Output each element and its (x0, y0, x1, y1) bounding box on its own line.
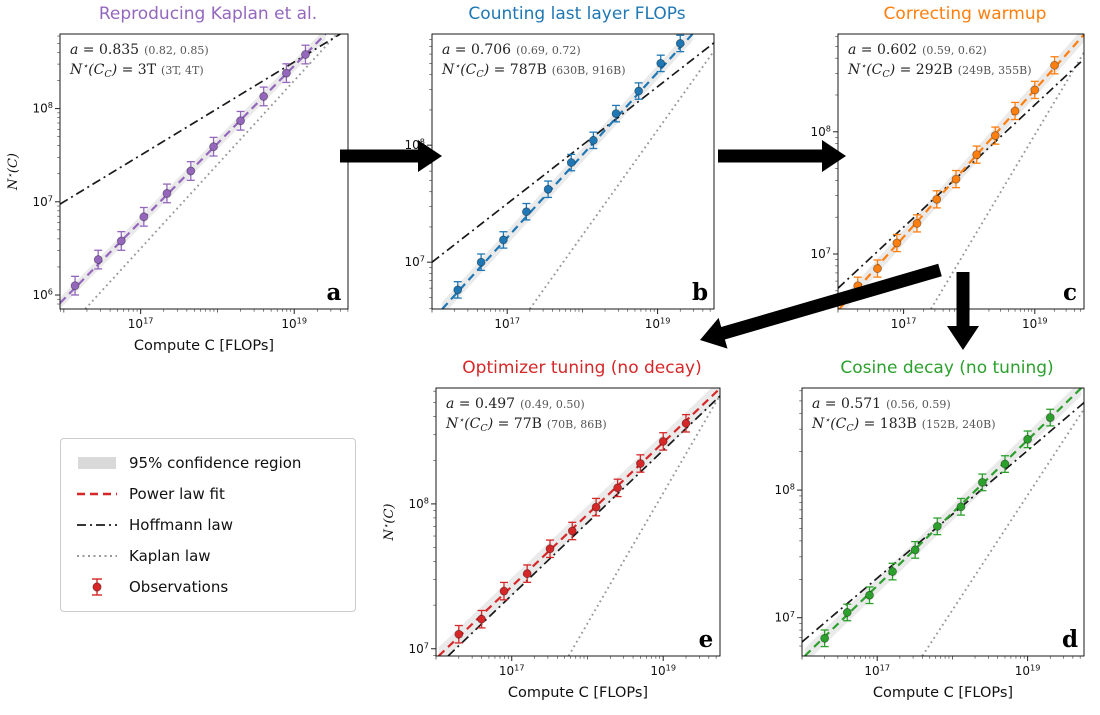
svg-text:d: d (1062, 626, 1078, 653)
svg-text:108: 108 (405, 137, 425, 153)
panel-a-plot: 1017 1019 106 107 108 Compute C [FLOPs] N⋆(C) a… (6, 33, 349, 354)
hoffmann-law-swatch (75, 515, 119, 535)
svg-text:1017: 1017 (128, 316, 154, 332)
svg-text:107: 107 (811, 246, 831, 262)
legend-label: Observations (129, 578, 229, 596)
svg-text:1019: 1019 (650, 663, 676, 679)
panel-c-plot: 1017 1019 107 108 a = 0.602 (0.59, 0.62) N⋆(CC… (811, 33, 1085, 332)
svg-text:a: a (327, 279, 342, 306)
svg-text:1019: 1019 (1015, 663, 1041, 679)
svg-text:a = 0.571(0.56, 0.59): a = 0.571 (0.56, 0.59) (812, 396, 951, 412)
svg-text:107: 107 (33, 193, 53, 209)
legend-label: Hoffmann law (129, 516, 234, 534)
svg-text:a = 0.497(0.49, 0.50): a = 0.497 (0.49, 0.50) (446, 396, 585, 412)
panel-b-title: Counting last layer FLOPs (468, 4, 686, 24)
svg-text:107: 107 (775, 609, 795, 625)
panel-d-title: Cosine decay (no tuning) (840, 358, 1054, 378)
kaplan-law-swatch (75, 546, 119, 566)
panel-correcting-warmup: Correcting warmup 1017 1019 107 108 a = 0.60… (798, 2, 1092, 335)
svg-text:b: b (692, 279, 708, 306)
panel-d-plot: 1017 1019 107 108 Compute C [FLOPs] a = 0.571… (775, 387, 1085, 701)
confidence-band-swatch (75, 453, 119, 473)
svg-text:1017: 1017 (494, 316, 520, 332)
legend-item: Kaplan law (75, 544, 341, 568)
svg-text:N⋆(CC) = 787B(630B, 916B): N⋆(CC) = 787B (630B, 916B) (441, 61, 626, 80)
panel-cosine-decay: Cosine decay (no tuning) 1017 1019 107 108 C… (762, 356, 1092, 708)
svg-text:N⋆(CC) = 183B(152B, 240B): N⋆(CC) = 183B (152B, 240B) (811, 415, 996, 434)
panel-c-title: Correcting warmup (883, 4, 1047, 24)
legend-label: Power law fit (129, 485, 225, 503)
legend-label: Kaplan law (129, 547, 211, 565)
svg-text:N⋆(C): N⋆(C) (382, 504, 397, 542)
svg-text:N⋆(CC) = 292B(249B, 355B): N⋆(CC) = 292B (249B, 355B) (847, 61, 1032, 80)
svg-text:107: 107 (405, 254, 425, 269)
svg-text:e: e (699, 626, 714, 653)
svg-text:108: 108 (409, 495, 429, 511)
legend-item: Power law fit (75, 482, 341, 506)
svg-text:Compute C [FLOPs]: Compute C [FLOPs] (508, 685, 648, 701)
svg-text:1017: 1017 (864, 663, 890, 679)
legend-item: Observations (75, 575, 341, 599)
svg-text:a = 0.602(0.59, 0.62): a = 0.602 (0.59, 0.62) (848, 42, 987, 58)
svg-text:Compute C [FLOPs]: Compute C [FLOPs] (134, 338, 274, 354)
svg-text:106: 106 (33, 287, 53, 303)
svg-text:108: 108 (775, 482, 795, 498)
panel-e-plot: 1017 1019 107 108 Compute C [FLOPs] N⋆(C) a = … (382, 387, 721, 701)
legend-item: 95% confidence region (75, 451, 341, 475)
svg-text:Compute C [FLOPs]: Compute C [FLOPs] (873, 685, 1013, 701)
legend-label: 95% confidence region (129, 454, 302, 472)
panel-e-title: Optimizer tuning (no decay) (462, 358, 702, 378)
svg-text:1017: 1017 (499, 663, 525, 679)
svg-text:107: 107 (409, 640, 429, 656)
svg-text:N⋆(C): N⋆(C) (6, 153, 21, 191)
svg-text:a = 0.835(0.82, 0.85): a = 0.835 (0.82, 0.85) (70, 42, 209, 58)
svg-text:a = 0.706(0.69, 0.72): a = 0.706 (0.69, 0.72) (442, 42, 581, 58)
svg-text:c: c (1063, 279, 1077, 306)
svg-text:1019: 1019 (1022, 316, 1048, 332)
legend-item: Hoffmann law (75, 513, 341, 537)
power-law-fit-swatch (75, 484, 119, 504)
observations-swatch (75, 577, 119, 597)
panel-b-plot: 1017 1019 107 108 a = 0.706 (0.69, 0.72) N⋆(CC… (405, 33, 715, 332)
svg-text:1019: 1019 (281, 316, 307, 332)
svg-text:108: 108 (811, 123, 831, 138)
svg-text:N⋆(CC) = 3T(3T, 4T): N⋆(CC) = 3T (3T, 4T) (69, 61, 204, 80)
panel-a-title: Reproducing Kaplan et al. (98, 4, 318, 24)
svg-text:108: 108 (33, 100, 53, 116)
panel-optimizer-tuning: Optimizer tuning (no decay) 1017 1019 107 1… (380, 356, 728, 708)
svg-text:1019: 1019 (645, 316, 671, 332)
panel-reproducing-kaplan: Reproducing Kaplan et al. 1017 1019 106 107… (4, 2, 356, 361)
svg-text:N⋆(CC) = 77B(70B, 86B): N⋆(CC) = 77B (70B, 86B) (445, 415, 607, 434)
svg-text:1017: 1017 (891, 316, 917, 332)
panel-counting-last-layer-flops: Counting last layer FLOPs 1017 1019 107 108… (392, 2, 722, 335)
legend: 95% confidence region Power law fit Hoff… (60, 438, 356, 612)
